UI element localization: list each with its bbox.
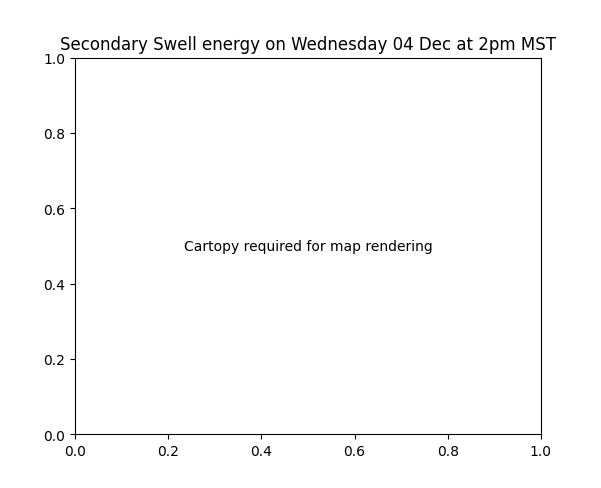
Title: Secondary Swell energy on Wednesday 04 Dec at 2pm MST: Secondary Swell energy on Wednesday 04 D… <box>60 36 556 54</box>
Text: Cartopy required for map rendering: Cartopy required for map rendering <box>184 240 432 253</box>
